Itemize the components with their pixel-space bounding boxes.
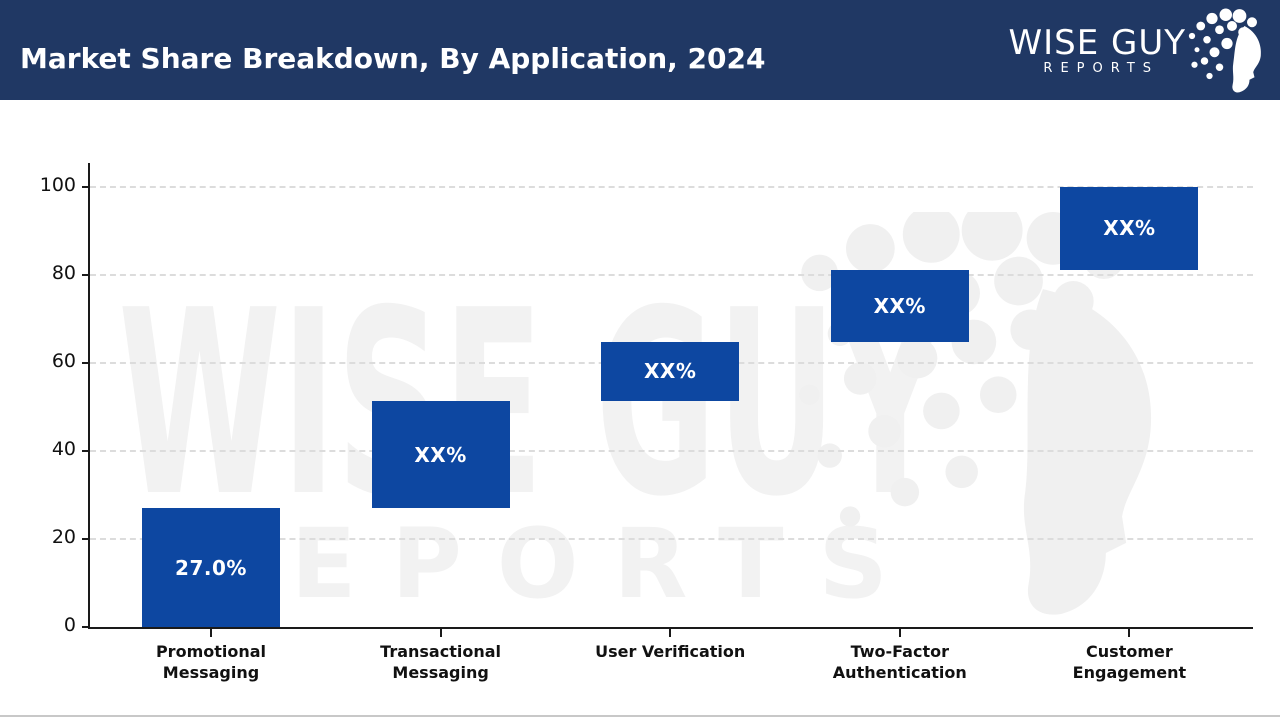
- bar-value-label: 27.0%: [175, 555, 247, 580]
- x-axis-tick: [898, 629, 901, 637]
- logo-text: WISE GUY REPORTS: [1008, 23, 1186, 76]
- y-axis-tick: [82, 449, 89, 452]
- bar-segment: XX%: [1060, 186, 1199, 271]
- y-axis-tick-label: 60: [51, 349, 76, 372]
- bar-value-label: XX%: [873, 294, 926, 319]
- bar-value-label: XX%: [414, 442, 467, 467]
- y-axis-tick: [82, 273, 89, 276]
- y-axis-tick-label: 80: [51, 261, 76, 284]
- x-axis-tick: [669, 629, 672, 637]
- watermark-wordmark: WISE GUY: [118, 256, 944, 553]
- y-gridline: [90, 537, 1253, 540]
- y-axis-tick-label: 0: [63, 614, 76, 636]
- x-category-label: Transactional Messaging: [380, 642, 502, 683]
- x-axis-tick: [210, 629, 212, 637]
- watermark-subtitle: REPORTS: [182, 508, 923, 620]
- logo-face-icon: [1188, 8, 1261, 93]
- y-axis-tick: [82, 626, 89, 628]
- bar-segment: XX%: [371, 401, 510, 509]
- chart-title: Market Share Breakdown, By Application, …: [20, 41, 766, 75]
- bar-segment: 27.0%: [142, 508, 280, 627]
- logo-wordmark: WISE GUY: [1008, 23, 1186, 64]
- header-bar: Market Share Breakdown, By Application, …: [0, 0, 1280, 100]
- x-category-label: Promotional Messaging: [155, 642, 267, 683]
- y-axis-tick-label: 100: [39, 173, 76, 196]
- x-category-label: Customer Engagement: [1072, 642, 1187, 683]
- bar-value-label: XX%: [643, 359, 697, 384]
- x-category-label: Two-Factor Authentication: [832, 642, 967, 683]
- y-gridline: [90, 273, 1253, 276]
- y-axis-tick-label: 20: [51, 525, 76, 548]
- footer-divider: [0, 715, 1280, 717]
- x-axis-tick: [1128, 629, 1131, 637]
- y-gridline: [90, 449, 1253, 452]
- x-axis-line: [88, 627, 1253, 629]
- bar-value-label: XX%: [1103, 216, 1156, 241]
- logo-subtitle: REPORTS: [1043, 60, 1160, 76]
- y-gridline: [90, 185, 1253, 188]
- y-axis-tick-label: 40: [51, 437, 76, 460]
- y-axis-tick: [82, 185, 89, 188]
- y-axis-tick: [82, 361, 89, 364]
- wise-guy-reports-logo: WISE GUY REPORTS: [1008, 8, 1262, 94]
- bar-segment: XX%: [830, 270, 969, 342]
- y-axis-line: [88, 163, 90, 627]
- bar-segment: XX%: [601, 341, 740, 401]
- y-axis-tick: [82, 537, 89, 540]
- x-axis-tick: [439, 629, 442, 637]
- x-category-label: User Verification: [595, 642, 746, 661]
